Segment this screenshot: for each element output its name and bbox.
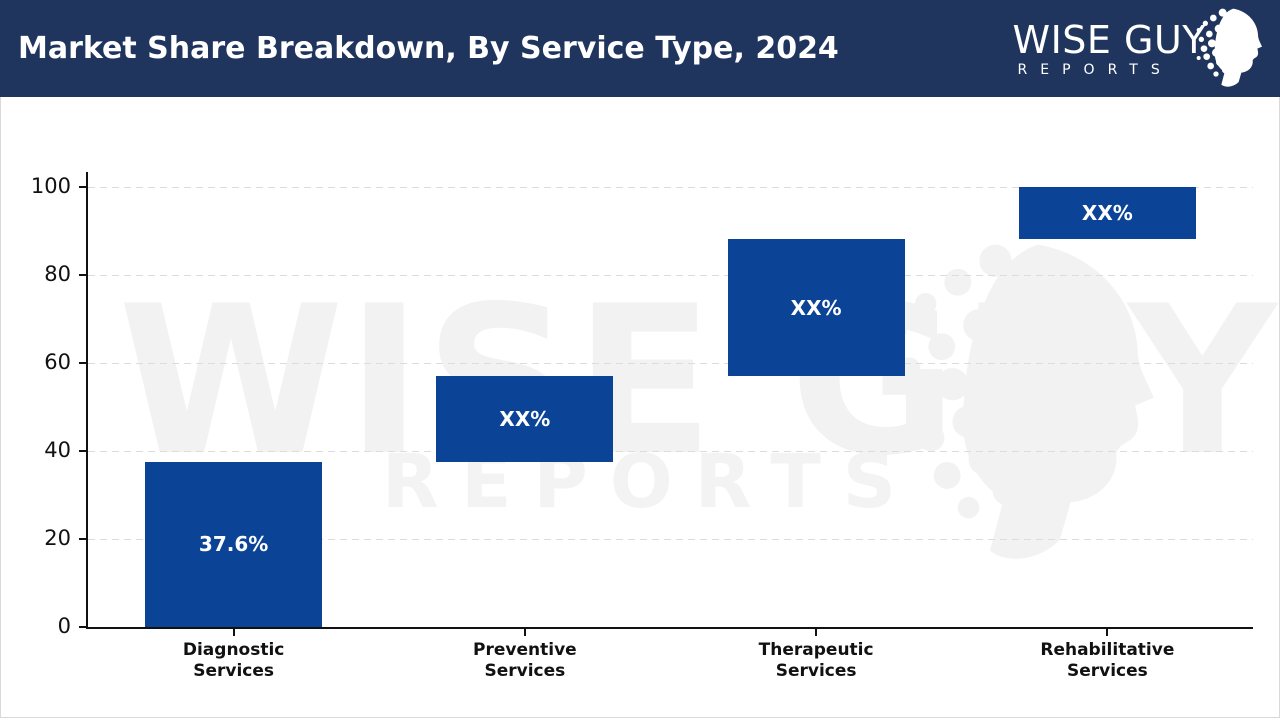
y-tick-mark	[79, 362, 86, 364]
x-category-label-line: Services	[775, 661, 857, 681]
bar-value-label: XX%	[1081, 200, 1133, 225]
x-category-label: Diagnostic Services	[104, 640, 364, 682]
x-category-label-line: Services	[193, 661, 275, 681]
page-title: Market Share Breakdown, By Service Type,…	[18, 31, 839, 66]
y-tick-label: 0	[57, 614, 71, 638]
y-tick-mark	[79, 450, 86, 452]
wiseguy-face-icon	[1196, 8, 1262, 87]
y-tick-mark	[79, 186, 86, 188]
y-tick-label: 40	[44, 438, 71, 462]
x-category-label: Therapeutic Services	[686, 640, 946, 682]
x-category-label-line: Services	[1066, 661, 1148, 681]
bar-value-label: XX%	[790, 295, 842, 320]
y-tick-mark	[79, 626, 86, 628]
y-tick-label: 20	[44, 526, 71, 550]
wiseguy-logo-text: WISE GUY REPORTS	[1013, 18, 1206, 78]
bar-segment: XX%	[1018, 187, 1196, 239]
y-tick-label: 100	[30, 174, 71, 198]
y-gridline	[88, 451, 1253, 452]
x-category-label-line: Therapeutic	[758, 640, 874, 660]
x-axis-spine	[86, 627, 1253, 629]
x-tick-mark	[523, 629, 526, 636]
y-axis-spine	[86, 172, 88, 629]
x-category-label-line: Services	[484, 661, 566, 681]
x-category-label: Rehabilitative Services	[977, 640, 1237, 682]
wiseguy-logo-sub: REPORTS	[1017, 62, 1173, 78]
bar-segment: 37.6%	[145, 461, 323, 627]
y-tick-mark	[79, 538, 86, 540]
app-header: Market Share Breakdown, By Service Type,…	[0, 0, 1280, 97]
y-gridline	[88, 363, 1253, 364]
y-gridline	[88, 539, 1253, 540]
y-gridline	[88, 187, 1253, 188]
x-category-label-line: Rehabilitative	[1040, 640, 1175, 660]
x-tick-mark	[815, 629, 818, 636]
x-category-label: Preventive Services	[395, 640, 655, 682]
bar-segment: XX%	[436, 376, 614, 462]
x-tick-mark	[232, 629, 235, 636]
plot-area: 37.6% XX% XX% XX%	[88, 177, 1253, 627]
bar-value-label: XX%	[499, 406, 551, 431]
y-tick-label: 60	[44, 350, 71, 374]
y-gridline	[88, 275, 1253, 276]
y-tick-label: 80	[44, 262, 71, 286]
bar-value-label: 37.6%	[198, 532, 269, 557]
x-category-label-line: Diagnostic	[182, 640, 285, 660]
wiseguy-logo-name: WISE GUY	[1012, 18, 1206, 62]
x-tick-mark	[1106, 629, 1109, 636]
wiseguy-logo: WISE GUY REPORTS	[1013, 4, 1272, 92]
y-tick-mark	[79, 274, 86, 276]
bar-segment: XX%	[727, 238, 905, 377]
x-category-label-line: Preventive	[473, 640, 577, 660]
